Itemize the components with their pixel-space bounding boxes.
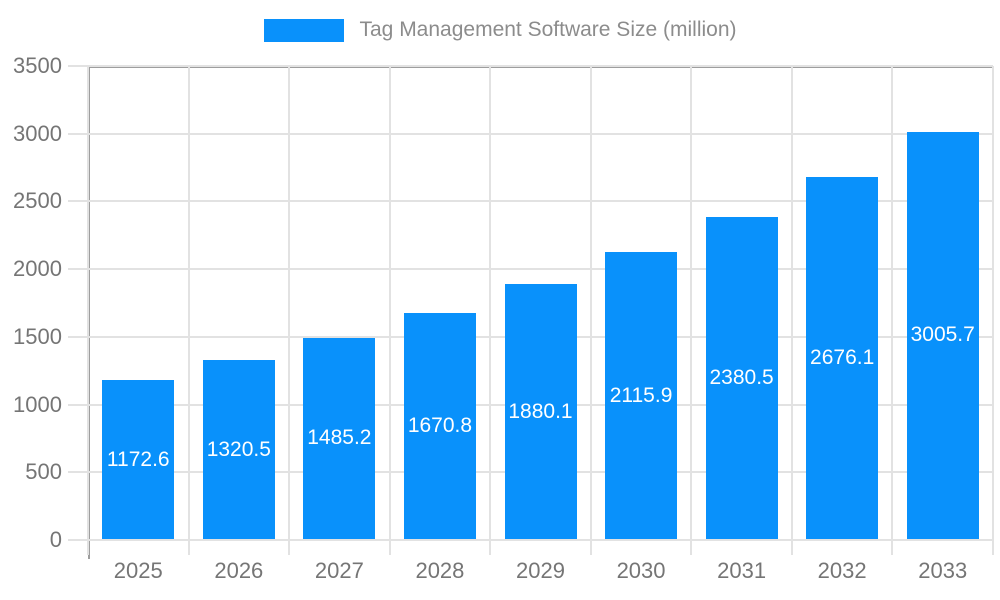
x-tick-label: 2027 xyxy=(314,558,364,583)
legend: Tag Management Software Size (million) xyxy=(0,18,1000,42)
x-tick-label: 2032 xyxy=(817,558,867,583)
x-gridline xyxy=(589,66,592,555)
y-gridline xyxy=(68,539,993,541)
y-tick-label: 1000 xyxy=(13,391,62,417)
y-tick-label: 1500 xyxy=(13,323,62,349)
bar-value-label: 1485.2 xyxy=(307,426,372,450)
bar-value-label: 2115.9 xyxy=(609,383,673,407)
bar-value-label: 1880.1 xyxy=(508,399,573,423)
y-tick-label: 2500 xyxy=(13,188,62,214)
x-tick-label: 2033 xyxy=(918,558,968,583)
bar-2028[interactable]: 1670.8 xyxy=(403,312,476,539)
x-axis-line xyxy=(88,66,993,68)
bar-value-label: 1172.6 xyxy=(106,447,170,471)
bar-2030[interactable]: 2115.9 xyxy=(605,252,678,539)
y-gridline xyxy=(68,200,993,203)
x-gridline xyxy=(187,66,190,555)
x-tick-label: 2029 xyxy=(516,558,565,583)
y-axis-line xyxy=(88,68,90,559)
x-tick-label: 2030 xyxy=(616,558,666,583)
x-gridline xyxy=(87,66,89,555)
x-gridline xyxy=(288,66,291,555)
y-tick-label: 2000 xyxy=(13,256,62,282)
x-gridline xyxy=(790,66,793,555)
x-tick-label: 2026 xyxy=(214,558,264,583)
y-tick-label: 500 xyxy=(25,459,62,485)
x-gridline xyxy=(891,66,894,555)
y-gridline xyxy=(68,268,993,271)
y-gridline xyxy=(68,65,993,67)
legend-swatch[interactable] xyxy=(263,18,344,42)
bar-2027[interactable]: 1485.2 xyxy=(303,337,376,539)
bar-2026[interactable]: 1320.5 xyxy=(202,360,275,539)
x-tick-label: 2028 xyxy=(415,558,465,583)
bar-value-label: 1670.8 xyxy=(407,413,473,437)
bar-2033[interactable]: 3005.7 xyxy=(906,131,979,539)
y-tick-label: 0 xyxy=(49,527,62,552)
bar-value-label: 2380.5 xyxy=(709,365,774,389)
x-gridline xyxy=(690,66,693,555)
x-gridline xyxy=(388,66,391,555)
x-gridline xyxy=(992,66,994,555)
bar-2032[interactable]: 2676.1 xyxy=(806,176,879,539)
bar-value-label: 2676.1 xyxy=(810,345,875,369)
x-gridline xyxy=(489,66,492,555)
x-axis-labels: 2025 2026 2027 2028 2029 2030 2031 2032 2033 xyxy=(88,558,993,588)
y-tick-label: 3500 xyxy=(13,53,62,78)
y-gridline xyxy=(68,132,993,135)
bar-2031[interactable]: 2380.5 xyxy=(705,216,778,539)
bar-value-label: 1320.5 xyxy=(206,437,271,461)
bar-value-label: 3005.7 xyxy=(910,323,975,347)
y-axis-labels: 0 500 1000 1500 2000 2500 3000 3500 xyxy=(0,53,62,552)
x-tick-label: 2025 xyxy=(113,558,163,583)
legend-label[interactable]: Tag Management Software Size (million) xyxy=(359,18,737,41)
y-tick-label: 3000 xyxy=(13,120,62,146)
bar-2025[interactable]: 1172.6 xyxy=(102,380,175,539)
x-tick-label: 2031 xyxy=(717,558,767,583)
plot-area: 1172.6 1320.5 1485.2 1670.8 1880.1 2115.9 2380… xyxy=(68,65,994,559)
bar-2029[interactable]: 1880.1 xyxy=(504,284,577,539)
